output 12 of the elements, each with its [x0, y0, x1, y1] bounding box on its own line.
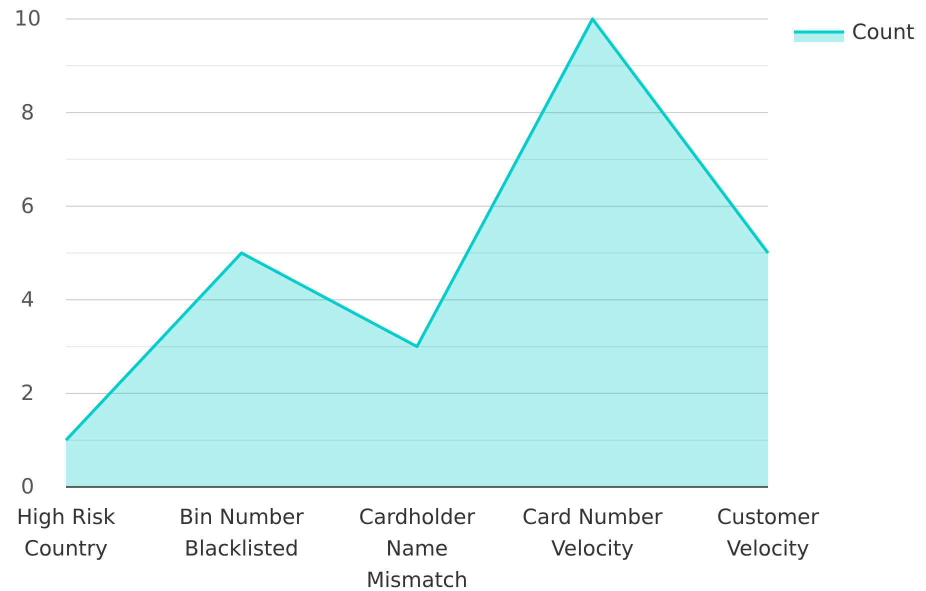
x-tick-label: Bin Number Blacklisted	[179, 505, 304, 560]
legend-label: Count	[852, 20, 914, 44]
y-tick-label: 4	[20, 288, 34, 312]
y-tick-label: 6	[20, 194, 34, 218]
y-tick-label: 2	[20, 381, 34, 406]
x-tick-label: Cardholder Name Mismatch	[358, 505, 476, 591]
y-tick-label: 10	[14, 6, 41, 31]
y-tick-label: 0	[20, 474, 34, 499]
x-tick-label: High Risk Country	[16, 505, 116, 560]
x-tick-label: Card Number Velocity	[522, 505, 663, 560]
x-tick-label: Customer Velocity	[716, 505, 820, 560]
y-tick-label: 8	[20, 100, 34, 124]
